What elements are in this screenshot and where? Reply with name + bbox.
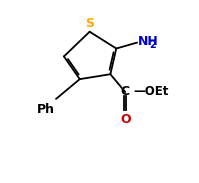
- Text: C: C: [121, 85, 130, 98]
- Text: —OEt: —OEt: [134, 85, 169, 98]
- Text: O: O: [120, 113, 131, 126]
- Text: 2: 2: [149, 40, 156, 50]
- Text: NH: NH: [138, 35, 159, 48]
- Text: Ph: Ph: [37, 103, 55, 116]
- Text: S: S: [85, 17, 94, 30]
